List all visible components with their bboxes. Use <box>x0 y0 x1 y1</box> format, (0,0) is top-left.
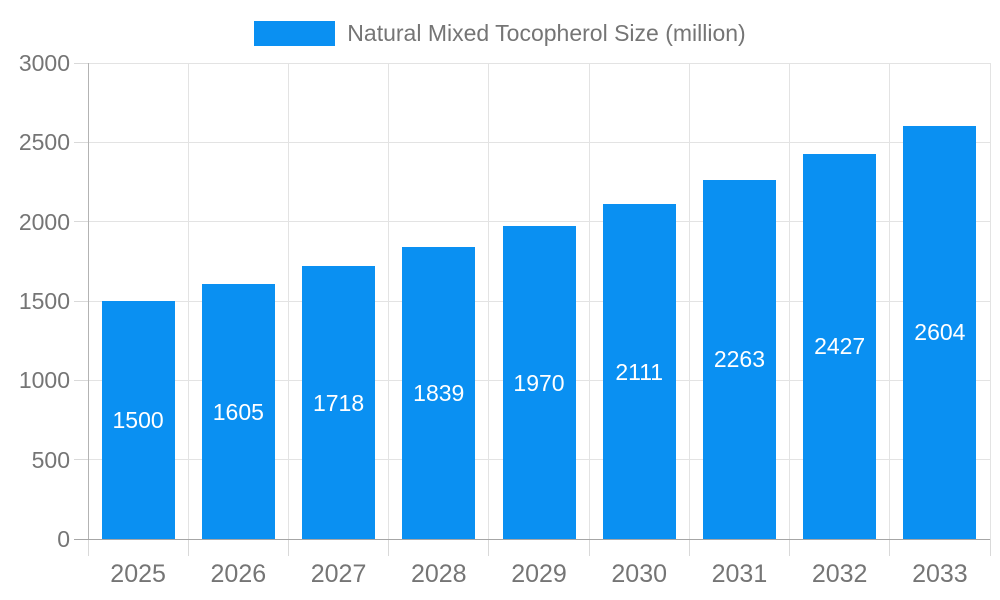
bar <box>803 153 877 539</box>
x-axis-line <box>74 539 990 540</box>
y-axis-tick <box>74 62 88 64</box>
h-gridline <box>88 62 990 64</box>
bar-value-label: 1970 <box>513 369 565 396</box>
v-gridline <box>789 63 791 539</box>
bar <box>903 125 977 539</box>
bar <box>502 226 576 539</box>
legend[interactable]: Natural Mixed Tocopherol Size (million) <box>0 19 1000 47</box>
bar-value-label: 2604 <box>914 319 966 346</box>
legend-swatch <box>254 20 336 46</box>
x-axis-tick-label: 2033 <box>912 560 968 588</box>
bar-value-label: 2263 <box>713 346 766 373</box>
x-axis-tick <box>588 539 590 556</box>
bar-value-label: 1718 <box>312 389 365 416</box>
x-axis-tick <box>789 539 791 556</box>
bar-value-label: 2427 <box>814 333 866 360</box>
v-gridline <box>388 63 390 539</box>
y-axis-tick <box>74 459 88 461</box>
x-axis-tick-label: 2031 <box>711 560 768 588</box>
x-axis-tick-label: 2028 <box>410 560 467 588</box>
bar-value-label: 1605 <box>212 398 264 425</box>
legend-label: Natural Mixed Tocopherol Size (million) <box>347 19 746 46</box>
y-axis-tick-label: 1000 <box>18 367 70 394</box>
v-gridline <box>688 63 690 539</box>
v-gridline <box>488 63 490 539</box>
v-gridline <box>989 63 991 539</box>
bar-value-label: 1839 <box>413 380 465 407</box>
x-axis-tick-label: 2026 <box>210 560 267 588</box>
x-axis-tick-label: 2029 <box>511 560 567 588</box>
x-axis-tick <box>388 539 390 556</box>
y-axis-tick-label: 500 <box>31 446 70 473</box>
x-axis-tick <box>287 539 289 556</box>
x-axis-tick-label: 2027 <box>310 560 367 588</box>
y-axis-tick <box>74 300 88 302</box>
bar <box>302 266 376 539</box>
x-axis-tick <box>187 539 189 556</box>
x-axis-tick-label: 2025 <box>110 560 166 588</box>
h-gridline <box>88 141 990 143</box>
bar <box>402 247 476 539</box>
v-gridline <box>588 63 590 539</box>
y-axis-tick-label: 0 <box>57 526 70 552</box>
y-axis-line <box>88 63 89 539</box>
bar <box>201 284 275 539</box>
h-gridline <box>88 221 990 223</box>
y-axis-tick-label: 2000 <box>18 208 70 235</box>
x-axis-tick <box>889 539 891 556</box>
y-axis-tick <box>74 379 88 381</box>
v-gridline <box>187 63 189 539</box>
x-axis-tick <box>488 539 490 556</box>
y-axis-tick <box>74 141 88 143</box>
bar <box>702 179 776 539</box>
bar-value-label: 1500 <box>112 407 164 433</box>
bar-value-label: 2111 <box>615 358 664 385</box>
y-axis-tick <box>74 221 88 223</box>
x-axis-tick <box>688 539 690 556</box>
y-axis-tick-label: 2500 <box>18 129 70 156</box>
x-axis-tick-label: 2032 <box>811 560 868 588</box>
v-gridline <box>287 63 289 539</box>
x-axis-tick-label: 2030 <box>611 560 668 588</box>
v-gridline <box>889 63 891 539</box>
bar <box>602 204 676 539</box>
x-axis-tick <box>87 539 89 556</box>
bar <box>101 301 175 539</box>
x-axis-tick <box>989 539 991 556</box>
y-axis-tick-label: 3000 <box>18 50 70 76</box>
y-axis-tick-label: 1500 <box>18 288 70 314</box>
